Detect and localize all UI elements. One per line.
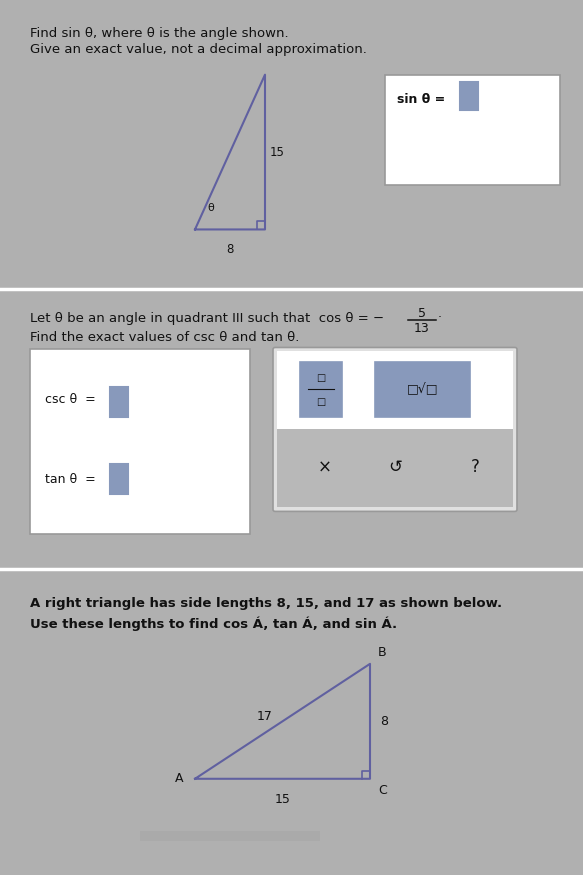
- Text: 15: 15: [270, 145, 285, 158]
- Text: ↺: ↺: [388, 458, 402, 476]
- Text: ×: ×: [318, 458, 332, 476]
- Text: 13: 13: [414, 323, 430, 335]
- Text: B: B: [378, 646, 387, 659]
- Text: 8: 8: [226, 243, 234, 256]
- Bar: [460, 81, 478, 109]
- Text: □: □: [317, 373, 326, 383]
- Text: Find the exact values of csc θ and tan θ.: Find the exact values of csc θ and tan θ…: [30, 332, 300, 345]
- Bar: [277, 430, 513, 508]
- Text: 17: 17: [257, 710, 272, 723]
- Text: □: □: [317, 397, 326, 407]
- FancyBboxPatch shape: [273, 347, 517, 511]
- Bar: [30, 349, 250, 535]
- Text: Give an exact value, not a decimal approximation.: Give an exact value, not a decimal appro…: [30, 43, 367, 56]
- Bar: [375, 362, 470, 417]
- Text: A: A: [174, 773, 183, 785]
- Text: Use these lengths to find cos Á, tan Á, and sin Á.: Use these lengths to find cos Á, tan Á, …: [30, 617, 397, 632]
- Bar: [140, 830, 320, 841]
- Bar: [385, 74, 560, 185]
- Text: Let θ be an angle in quadrant III such that  cos θ = −: Let θ be an angle in quadrant III such t…: [30, 312, 384, 326]
- Text: 5: 5: [418, 307, 426, 320]
- Text: 15: 15: [275, 793, 290, 806]
- Text: ?: ?: [470, 458, 479, 476]
- Bar: [277, 352, 513, 430]
- Text: sin θ =: sin θ =: [397, 93, 449, 106]
- Bar: [110, 388, 128, 417]
- Text: C: C: [378, 784, 387, 797]
- Bar: [300, 362, 342, 417]
- Text: θ: θ: [207, 204, 214, 213]
- Text: □√□: □√□: [407, 383, 438, 396]
- Text: csc θ  =: csc θ =: [45, 393, 100, 406]
- Bar: [110, 465, 128, 494]
- Text: Find sin θ, where θ is the angle shown.: Find sin θ, where θ is the angle shown.: [30, 27, 289, 39]
- Text: tan θ  =: tan θ =: [45, 473, 100, 486]
- Text: .: .: [438, 307, 442, 320]
- Text: A right triangle has side lengths 8, 15, and 17 as shown below.: A right triangle has side lengths 8, 15,…: [30, 597, 502, 610]
- Text: 8: 8: [380, 715, 388, 728]
